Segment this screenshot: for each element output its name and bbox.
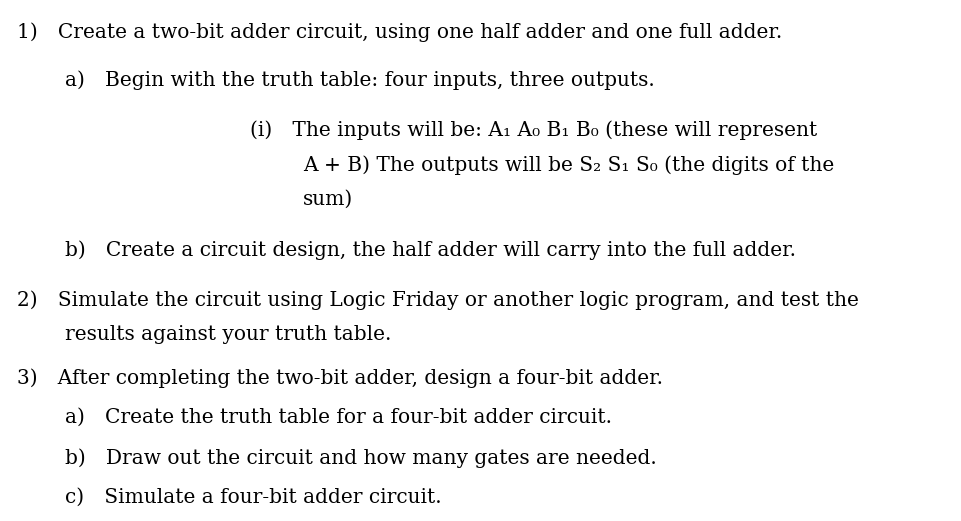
Text: a) Begin with the truth table: four inputs, three outputs.: a) Begin with the truth table: four inpu…: [65, 70, 654, 90]
Text: b) Draw out the circuit and how many gates are needed.: b) Draw out the circuit and how many gat…: [65, 448, 656, 468]
Text: 1) Create a two‑bit adder circuit, using one half adder and one full adder.: 1) Create a two‑bit adder circuit, using…: [17, 22, 781, 42]
Text: c) Simulate a four‑bit adder circuit.: c) Simulate a four‑bit adder circuit.: [65, 488, 442, 507]
Text: 3) After completing the two‑bit adder, design a four‑bit adder.: 3) After completing the two‑bit adder, d…: [17, 368, 663, 388]
Text: b) Create a circuit design, the half adder will carry into the full adder.: b) Create a circuit design, the half add…: [65, 240, 796, 259]
Text: sum): sum): [303, 190, 353, 209]
Text: (i) The inputs will be: A₁ A₀ B₁ B₀ (these will represent: (i) The inputs will be: A₁ A₀ B₁ B₀ (the…: [250, 120, 817, 140]
Text: a) Create the truth table for a four‑bit adder circuit.: a) Create the truth table for a four‑bit…: [65, 408, 612, 427]
Text: results against your truth table.: results against your truth table.: [65, 325, 391, 344]
Text: 2) Simulate the circuit using Logic Friday or another logic program, and test th: 2) Simulate the circuit using Logic Frid…: [17, 290, 858, 309]
Text: A + B) The outputs will be S₂ S₁ S₀ (the digits of the: A + B) The outputs will be S₂ S₁ S₀ (the…: [303, 155, 833, 175]
